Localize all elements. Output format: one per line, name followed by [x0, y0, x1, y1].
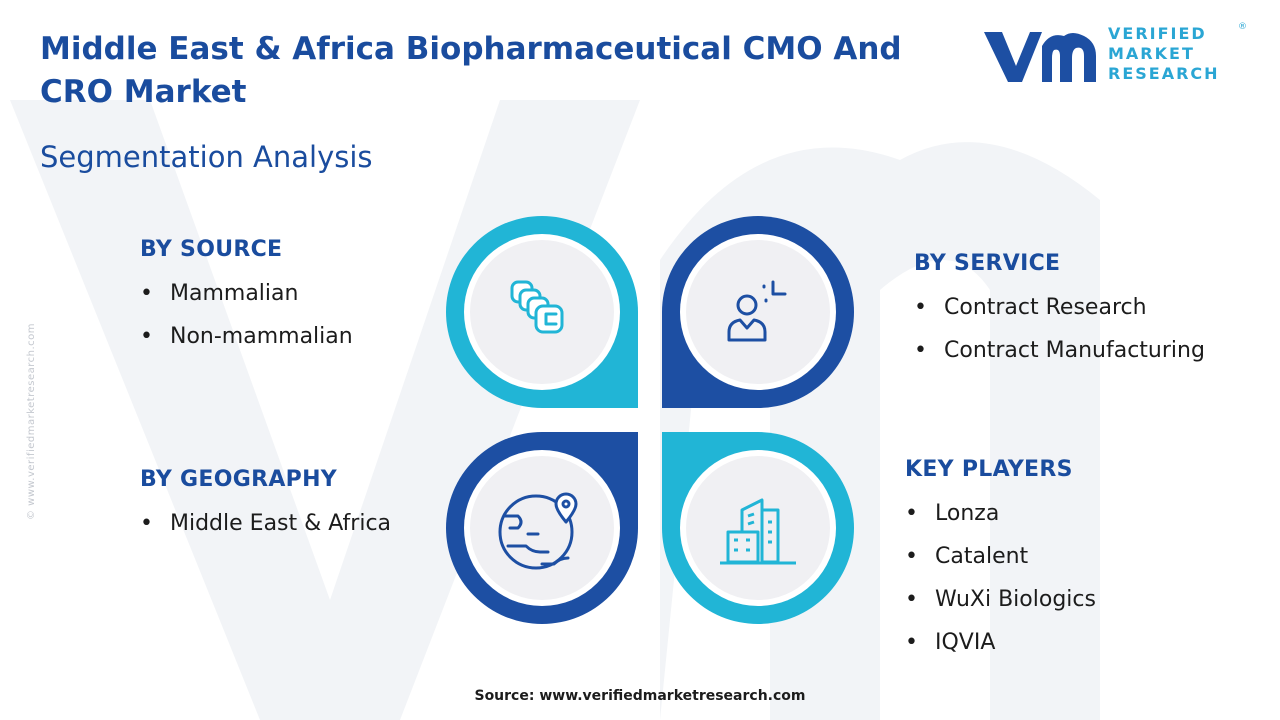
- company-logo: VERIFIED MARKET RESEARCH ®: [980, 22, 1250, 90]
- list-item: Contract Manufacturing: [914, 329, 1205, 372]
- source-footer: Source: www.verifiedmarketresearch.com: [474, 688, 806, 704]
- segment-by-source: BY SOURCE Mammalian Non-mammalian: [140, 237, 353, 358]
- researcher-icon: [727, 280, 787, 342]
- list-item: Middle East & Africa: [140, 502, 391, 545]
- list-item: Catalent: [905, 535, 1096, 578]
- logo-line-market: MARKET: [1108, 44, 1195, 63]
- segment-heading: KEY PLAYERS: [905, 457, 1073, 482]
- petal-geography: [446, 432, 638, 624]
- segment-key-players: KEY PLAYERS Lonza Catalent WuXi Biologic…: [905, 457, 1096, 664]
- logo-wordmark: VERIFIED MARKET RESEARCH: [1108, 24, 1220, 84]
- segment-list: Lonza Catalent WuXi Biologics IQVIA: [905, 492, 1096, 664]
- list-item: IQVIA: [905, 621, 1096, 664]
- segment-heading: BY GEOGRAPHY: [140, 467, 338, 492]
- globe-location-icon: [498, 492, 578, 570]
- segment-by-service: BY SERVICE Contract Research Contract Ma…: [914, 251, 1205, 372]
- logo-line-verified: VERIFIED: [1108, 24, 1207, 43]
- petal-source: [446, 216, 638, 408]
- list-item: Non-mammalian: [140, 315, 353, 358]
- segment-heading: BY SOURCE: [140, 237, 283, 262]
- page-subtitle: Segmentation Analysis: [40, 140, 373, 174]
- list-item: Lonza: [905, 492, 1096, 535]
- segment-heading: BY SERVICE: [914, 251, 1061, 276]
- cells-icon: [510, 280, 564, 334]
- petal-key-players: [662, 432, 854, 624]
- page-title: Middle East & Africa Biopharmaceutical C…: [40, 31, 902, 110]
- segment-list: Mammalian Non-mammalian: [140, 272, 353, 358]
- list-item: WuXi Biologics: [905, 578, 1096, 621]
- logo-line-research: RESEARCH: [1108, 64, 1220, 83]
- segment-by-geography: BY GEOGRAPHY Middle East & Africa: [140, 467, 391, 545]
- list-item: Mammalian: [140, 272, 353, 315]
- segment-list: Middle East & Africa: [140, 502, 391, 545]
- watermark-url: © www.verifiedmarketresearch.com: [26, 322, 37, 520]
- registered-mark: ®: [1238, 22, 1247, 32]
- segmentation-diagram: [446, 216, 854, 624]
- segment-list: Contract Research Contract Manufacturing: [914, 286, 1205, 372]
- petal-service: [662, 216, 854, 408]
- list-item: Contract Research: [914, 286, 1205, 329]
- buildings-icon: [720, 498, 796, 565]
- vmr-logo-mark: [984, 32, 1096, 82]
